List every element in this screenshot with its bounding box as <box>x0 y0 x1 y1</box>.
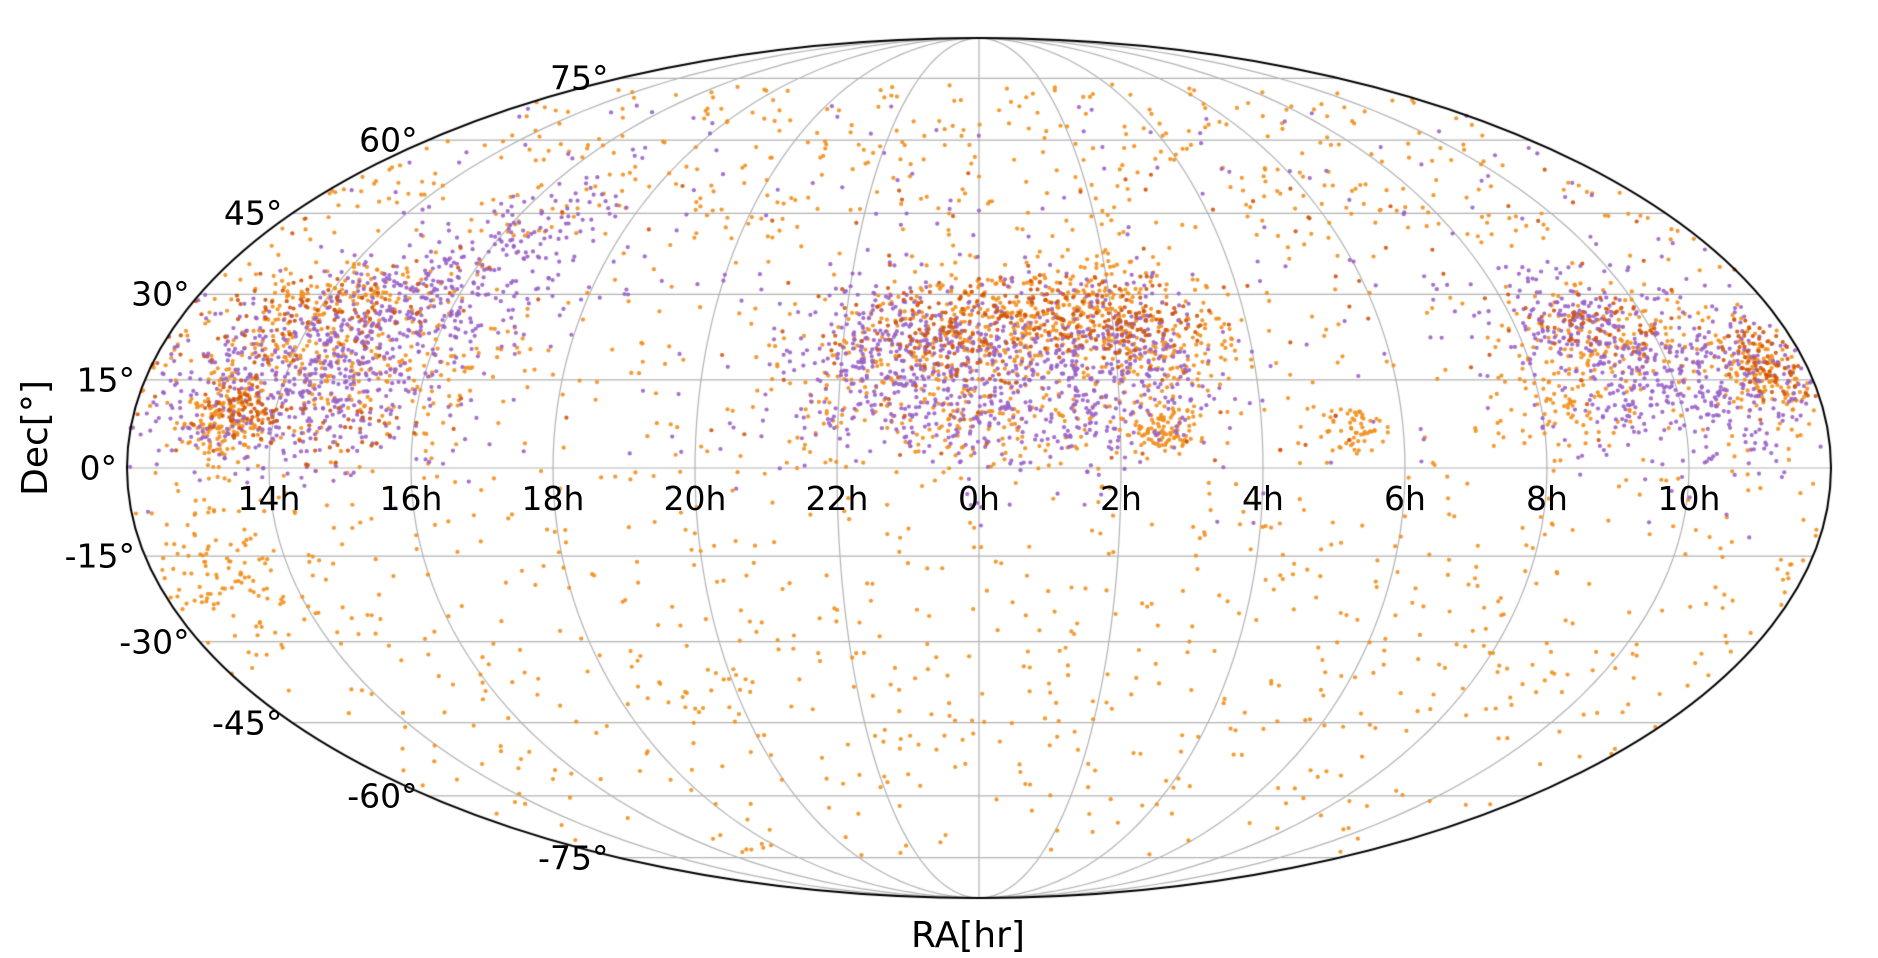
ra-tick-label: 6h <box>1384 479 1426 518</box>
ra-tick-label: 8h <box>1526 479 1568 518</box>
dec-tick-label: 15° <box>76 360 136 400</box>
ra-tick-label: 0h <box>958 479 1000 518</box>
x-axis-title: RA[hr] <box>911 915 1025 956</box>
dec-tick-label: -30° <box>119 622 190 662</box>
ra-tick-label: 20h <box>663 479 727 518</box>
ra-tick-label: 10h <box>1657 479 1721 518</box>
ra-tick-label: 16h <box>379 479 443 518</box>
ra-tick-label: 4h <box>1242 479 1284 518</box>
dec-tick-label: -75° <box>538 838 609 878</box>
dec-tick-label: 75° <box>549 58 609 98</box>
dec-tick-label: -15° <box>64 536 136 576</box>
ra-tick-label: 14h <box>237 479 301 518</box>
ra-tick-label: 22h <box>805 479 869 518</box>
ra-tick-label: 2h <box>1100 479 1142 518</box>
dec-tick-label: -60° <box>347 776 418 816</box>
dec-tick-label: 30° <box>131 274 190 314</box>
dec-tick-label: 60° <box>359 120 418 160</box>
y-axis-title: Dec[°] <box>15 380 56 496</box>
dec-tick-label: 0° <box>79 448 118 488</box>
dec-tick-label: 45° <box>223 193 283 233</box>
ra-tick-label: 18h <box>521 479 585 518</box>
dec-tick-label: -45° <box>211 703 283 743</box>
